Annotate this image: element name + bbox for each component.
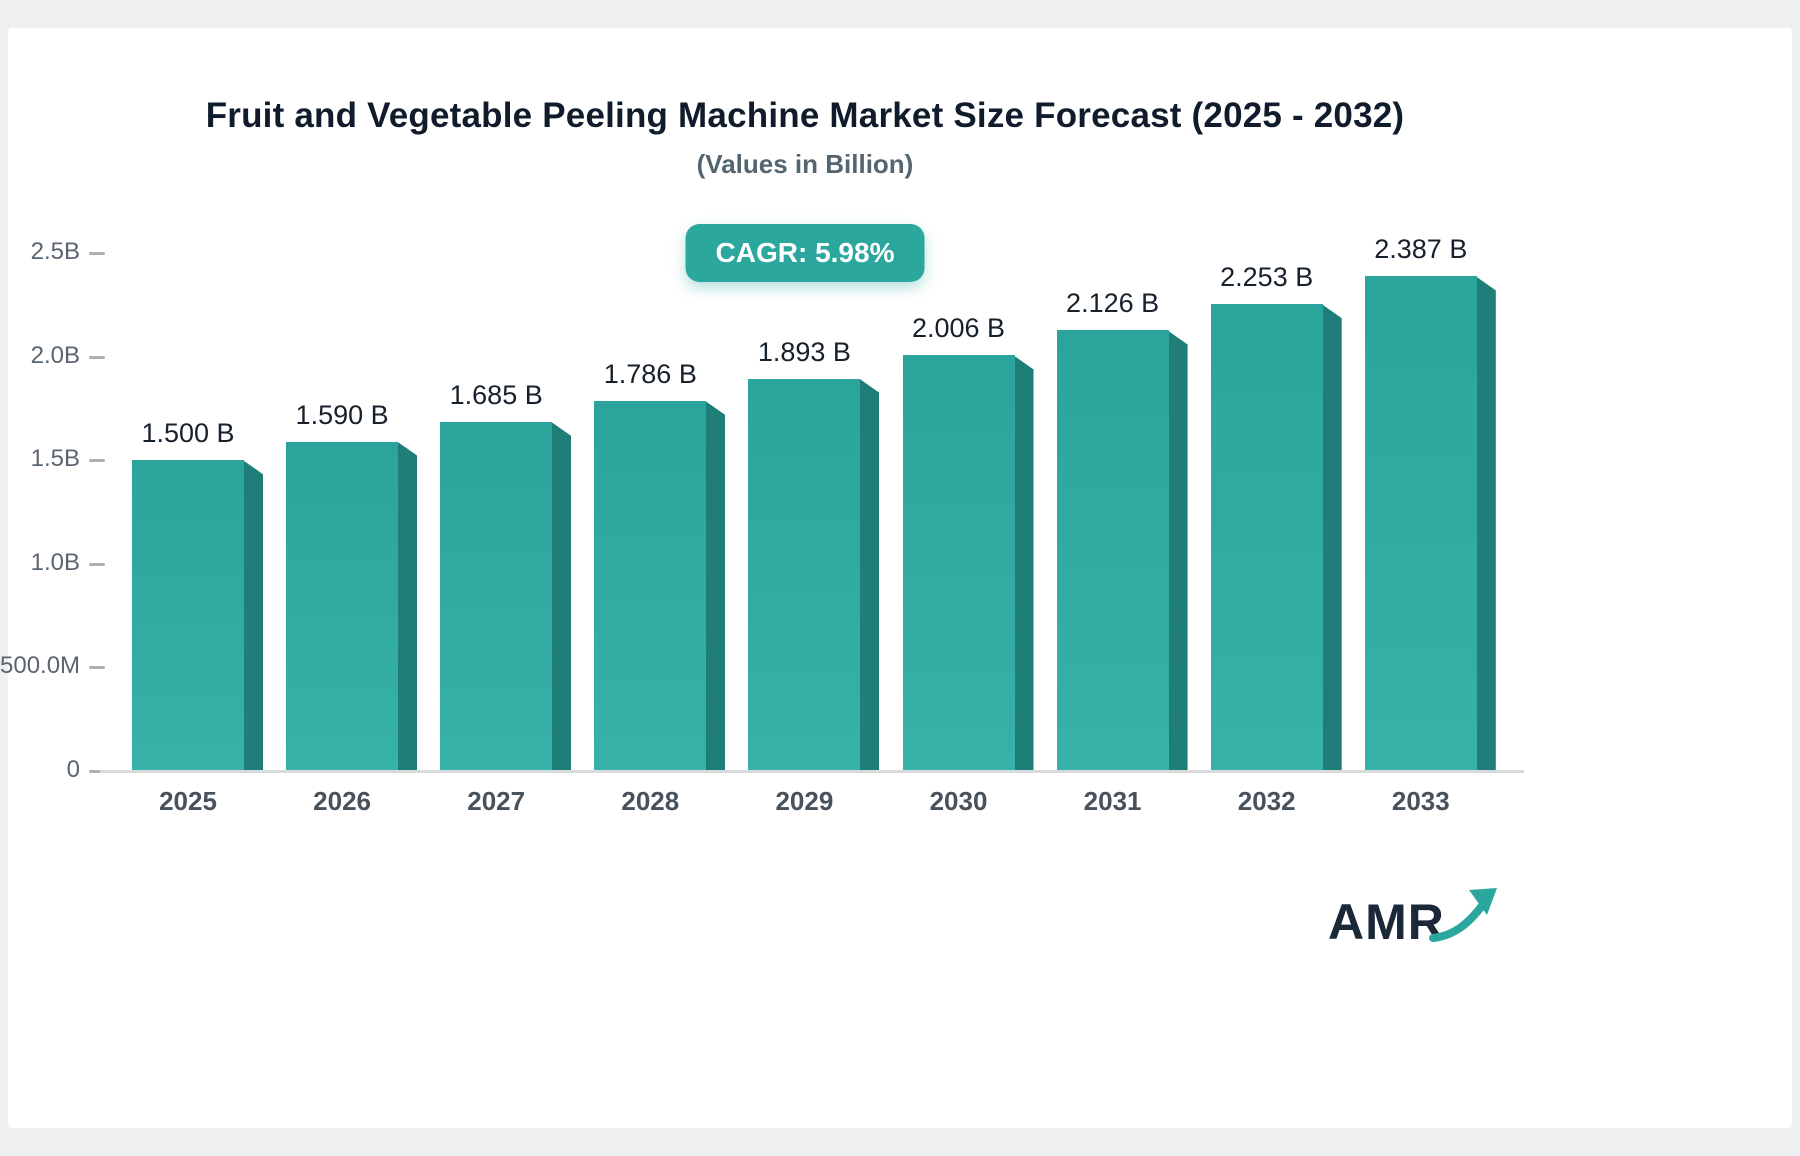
- bar-value-label: 1.893 B: [757, 336, 851, 367]
- bar-side-face: [551, 421, 572, 771]
- y-axis-tick-mark: [89, 562, 105, 566]
- bar: [286, 441, 399, 771]
- bar-side-face: [1013, 355, 1034, 771]
- bar: [594, 400, 707, 771]
- bar-side-face: [397, 441, 418, 771]
- y-axis-tick-label: 2.5B: [30, 238, 80, 265]
- x-axis-category-label: 2028: [621, 786, 680, 816]
- brand-logo-text: AMR: [1328, 894, 1445, 950]
- bar: [1056, 330, 1169, 771]
- y-axis-tick-label: 0: [66, 756, 80, 783]
- y-axis-tick-label: 1.5B: [30, 445, 80, 473]
- bar-side-face: [243, 460, 263, 771]
- bar: [748, 378, 861, 771]
- x-axis-category-label: 2029: [775, 786, 834, 816]
- x-axis-category-label: 2025: [159, 786, 217, 816]
- y-axis-tick-mark: [89, 770, 105, 773]
- bar-side-face: [1321, 304, 1342, 771]
- y-axis-tick-mark: [89, 252, 105, 255]
- chart-subtitle: (Values in Billion): [696, 149, 914, 179]
- bar: [440, 421, 553, 771]
- bar-side-face: [1167, 330, 1188, 771]
- bar-value-label: 2.253 B: [1220, 262, 1314, 293]
- bar-side-face: [859, 378, 880, 771]
- brand-logo: AMR: [1328, 888, 1499, 951]
- x-axis-category-label: 2033: [1391, 786, 1450, 816]
- y-axis-tick-mark: [89, 666, 105, 670]
- bar-value-label: 1.685 B: [449, 379, 543, 410]
- x-axis-category-label: 2031: [1083, 786, 1142, 816]
- growth-arrow-icon: [1428, 888, 1497, 942]
- bar-value-label: 1.786 B: [603, 358, 697, 389]
- y-axis-tick-mark: [89, 355, 105, 359]
- bar-value-label: 1.500 B: [141, 418, 235, 449]
- bar-value-label: 2.126 B: [1066, 288, 1160, 319]
- bar-side-face: [705, 400, 726, 771]
- bar-value-label: 2.387 B: [1374, 234, 1468, 265]
- bar: [1210, 304, 1323, 771]
- x-axis-category-label: 2027: [467, 786, 526, 816]
- bar-side-face: [1475, 276, 1496, 771]
- cagr-badge: CAGR: 5.98%: [685, 224, 925, 282]
- bar: [1364, 276, 1477, 771]
- x-axis-category-label: 2030: [929, 786, 988, 816]
- bar-value-label: 2.006 B: [911, 313, 1006, 344]
- y-axis-tick-mark: [89, 459, 105, 463]
- x-axis-line: [100, 770, 1524, 773]
- bar-value-label: 1.590 B: [295, 399, 389, 430]
- x-axis-category-label: 2032: [1237, 786, 1296, 816]
- bar: [132, 460, 244, 771]
- y-axis-tick-label: 1.0B: [30, 548, 80, 576]
- y-axis-tick-label: 2.0B: [30, 341, 80, 369]
- x-axis-category-label: 2026: [313, 786, 372, 816]
- y-axis-tick-label: 500.0M: [0, 652, 81, 680]
- chart-title: Fruit and Vegetable Peeling Machine Mark…: [205, 96, 1405, 135]
- bar: [902, 355, 1015, 771]
